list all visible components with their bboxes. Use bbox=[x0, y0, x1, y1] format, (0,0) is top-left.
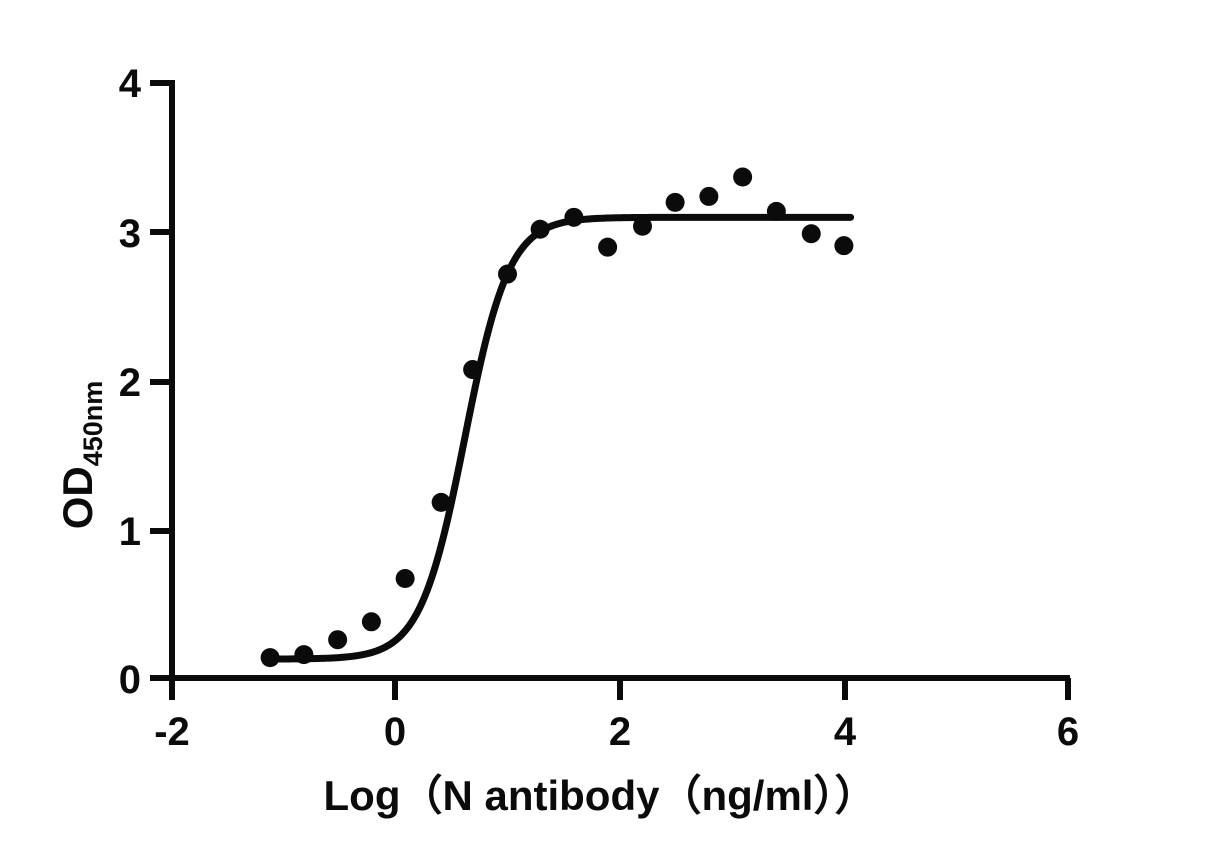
data-point bbox=[498, 264, 517, 284]
data-point bbox=[733, 167, 753, 187]
data-points-group bbox=[260, 167, 854, 668]
x-axis-ticks bbox=[169, 678, 1071, 700]
data-point bbox=[801, 224, 821, 244]
y-axis-tick-labels: 4 3 2 1 0 bbox=[119, 62, 142, 702]
data-point bbox=[834, 236, 854, 256]
y-axis-ticks bbox=[150, 80, 172, 681]
y-tick-label-0: 0 bbox=[119, 658, 141, 702]
y-tick-label-1: 1 bbox=[119, 510, 141, 554]
data-point bbox=[530, 219, 550, 239]
data-point bbox=[598, 237, 618, 257]
data-point bbox=[463, 360, 483, 380]
y-tick-label-3: 3 bbox=[119, 212, 141, 256]
svg-text:OD450nm: OD450nm bbox=[54, 381, 108, 530]
y-axis-title-main: OD bbox=[54, 466, 101, 529]
data-point bbox=[766, 201, 786, 221]
x-tick-label-2: 2 bbox=[609, 710, 631, 754]
data-point bbox=[395, 569, 415, 589]
data-point bbox=[699, 186, 719, 206]
data-point bbox=[633, 216, 652, 236]
data-point bbox=[328, 630, 348, 650]
y-tick-label-4: 4 bbox=[119, 62, 142, 106]
data-point bbox=[431, 492, 451, 512]
data-point bbox=[665, 192, 685, 212]
data-point bbox=[564, 207, 584, 227]
data-point bbox=[361, 612, 381, 632]
x-tick-label-minus2: -2 bbox=[154, 710, 190, 754]
x-tick-label-6: 6 bbox=[1057, 710, 1079, 754]
y-tick-label-2: 2 bbox=[119, 361, 141, 405]
data-point bbox=[260, 648, 280, 668]
y-axis-title-subscript: 450nm bbox=[78, 381, 108, 467]
sigmoid-fit-curve bbox=[261, 213, 855, 663]
x-tick-label-4: 4 bbox=[834, 710, 857, 754]
x-axis-title: Log（N antibody（ng/ml）） bbox=[324, 772, 877, 819]
x-tick-label-0: 0 bbox=[384, 710, 406, 754]
x-axis-tick-labels: -2 0 2 4 6 bbox=[154, 710, 1079, 754]
y-axis-title: OD450nm bbox=[54, 381, 108, 530]
data-point bbox=[294, 645, 314, 665]
